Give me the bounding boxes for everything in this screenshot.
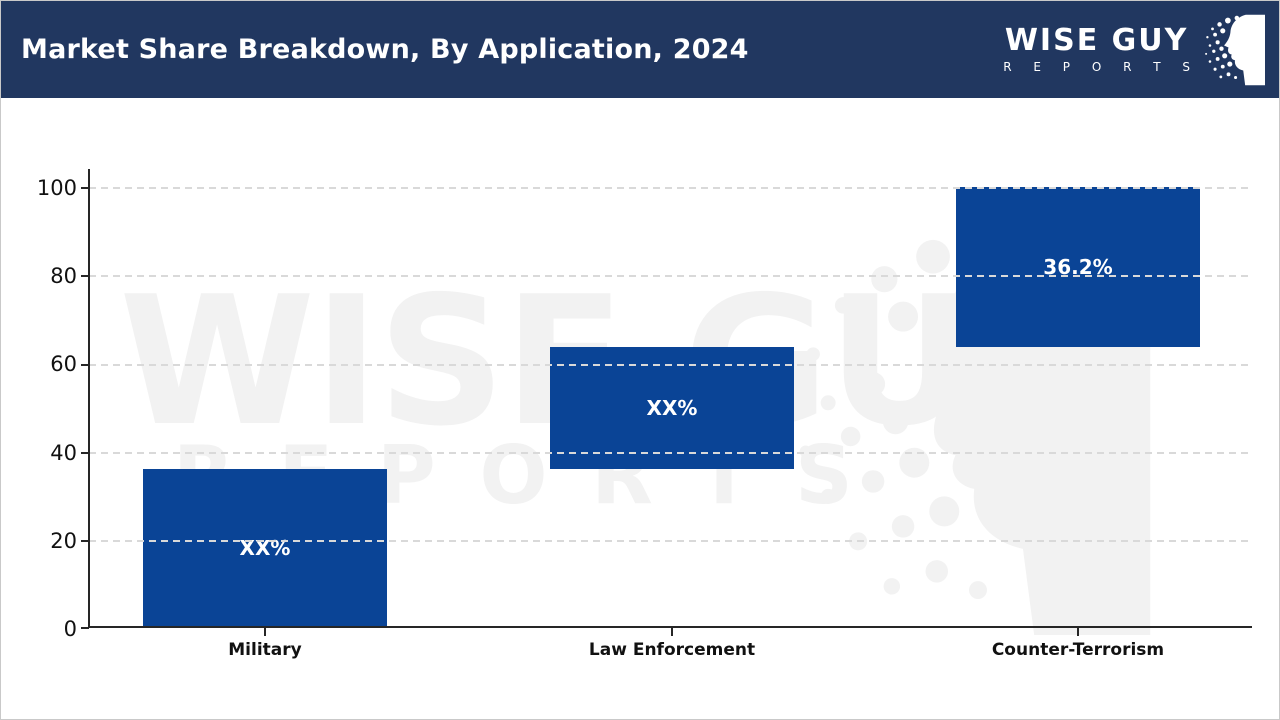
ytick-100: 100 [36,176,77,200]
bar-law-enforcement: XX% [550,347,794,469]
ytick-mark-0 [81,627,89,629]
ytick-mark-100 [81,187,89,189]
category-label-law-enforcement: Law Enforcement [588,640,756,660]
wiseguy-logo: WISE GUY R E P O R T S [994,8,1265,92]
ytick-20: 20 [50,529,77,553]
logo-wordmark: WISE GUY [1004,22,1189,58]
xtick-mark-law-enforcement [671,628,673,636]
ytick-60: 60 [50,352,77,376]
y-axis-line [88,169,90,628]
xtick-mark-military [264,628,266,636]
xtick-mark-counter-terrorism [1077,628,1079,636]
gridline-40 [89,452,1251,454]
logo-subtitle: R E P O R T S [1003,59,1199,74]
gridline-80 [89,275,1251,277]
gridline-100 [89,187,1251,189]
logo-face-icon [1205,14,1265,85]
ytick-mark-80 [81,275,89,277]
ytick-mark-60 [81,364,89,366]
ytick-mark-20 [81,540,89,542]
bar-military: XX% [143,469,387,627]
category-label-counter-terrorism: Counter-Terrorism [991,640,1165,660]
gridline-20 [89,540,1251,542]
ytick-mark-40 [81,452,89,454]
ytick-40: 40 [50,441,77,465]
category-label-military: Military [228,640,302,660]
chart-title: Market Share Breakdown, By Application, … [21,34,749,65]
bar-label-law-enforcement: XX% [646,396,698,420]
bar-counter-terrorism: 36.2% [956,187,1200,347]
ytick-0: 0 [63,617,77,641]
gridline-60 [89,364,1251,366]
logo-text: WISE GUY R E P O R T S [994,22,1199,75]
header-bar: Market Share Breakdown, By Application, … [1,1,1279,98]
x-axis-line [88,626,1252,628]
ytick-80: 80 [50,264,77,288]
